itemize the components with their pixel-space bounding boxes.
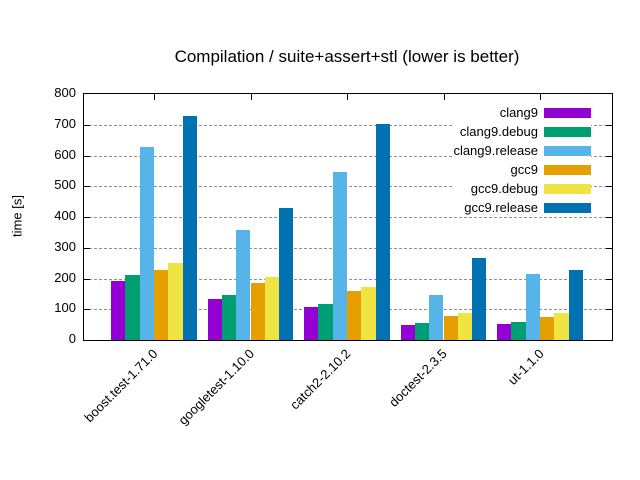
bar-gcc9-catch2-2.10.2 (347, 290, 362, 340)
gridline-y-300 (84, 247, 612, 249)
y-tick-left-400 (84, 217, 90, 218)
bar-clang9-boost.test-1.71.0 (111, 280, 126, 340)
x-tick-top (347, 94, 348, 100)
gridline-y-200 (84, 278, 612, 280)
bar-clang9-catch2-2.10.2 (304, 306, 319, 340)
y-tick-label-200: 200 (54, 269, 76, 285)
bar-clang9.release-doctest-2.3.5 (429, 295, 444, 340)
chart-title: Compilation / suite+assert+stl (lower is… (174, 47, 520, 66)
bar-gcc9.release-doctest-2.3.5 (472, 257, 487, 340)
y-tick-right-500 (606, 186, 612, 188)
y-tick-label-500: 500 (54, 177, 76, 193)
y-tick-left-500 (84, 186, 90, 188)
y-tick-left-700 (84, 124, 90, 126)
legend-label: clang9.release (453, 143, 538, 158)
y-tick-right-700 (606, 124, 612, 126)
bar-gcc9.debug-googletest-1.10.0 (264, 277, 280, 340)
bar-clang9-doctest-2.3.5 (400, 324, 415, 340)
bar-gcc9.debug-doctest-2.3.5 (457, 312, 473, 340)
y-tick-label-800: 800 (54, 85, 76, 100)
bar-clang9.debug-ut-1.1.0 (511, 322, 526, 340)
gridline-y-500 (84, 186, 612, 188)
y-tick-label-300: 300 (54, 238, 76, 254)
bar-clang9.release-ut-1.1.0 (525, 274, 540, 340)
y-tick-left-100 (84, 309, 90, 311)
x-tick-top (540, 94, 541, 100)
y-tick-label-0: 0 (68, 331, 76, 346)
bar-clang9.debug-googletest-1.10.0 (221, 294, 237, 340)
legend-row-gcc9.debug: gcc9.debug (453, 179, 591, 198)
bar-gcc9-doctest-2.3.5 (443, 316, 458, 340)
x-category-label-text: doctest-2.3.5 (386, 346, 451, 410)
legend-label: clang9 (499, 105, 538, 120)
legend-swatch (544, 164, 591, 175)
gridline-y-600 (84, 155, 612, 157)
legend-swatch (544, 202, 591, 213)
y-tick-right-600 (606, 155, 612, 157)
bar-gcc9.debug-boost.test-1.71.0 (168, 263, 183, 340)
y-axis-label: time [s] (9, 195, 25, 237)
y-tick-label-100: 100 (54, 300, 76, 316)
bar-gcc9.release-googletest-1.10.0 (279, 208, 294, 340)
x-category-label-text: ut-1.1.0 (504, 346, 547, 388)
y-tick-left-300 (84, 247, 90, 249)
bar-clang9.debug-boost.test-1.71.0 (125, 275, 140, 340)
legend-row-gcc9: gcc9 (453, 160, 591, 179)
bar-clang9.debug-catch2-2.10.2 (318, 304, 333, 340)
y-tick-label-400: 400 (54, 208, 76, 223)
gridline-y-700 (84, 124, 612, 126)
legend-label: clang9.debug (459, 124, 538, 139)
legend-swatch (544, 183, 591, 194)
x-tick-top (154, 94, 155, 100)
bar-gcc9.release-ut-1.1.0 (568, 269, 583, 340)
x-category-label-text: boost.test-1.71.0 (81, 346, 161, 426)
y-tick-left-600 (84, 155, 90, 157)
y-tick-label-600: 600 (54, 146, 76, 162)
bar-clang9-ut-1.1.0 (497, 324, 512, 340)
bar-clang9.release-googletest-1.10.0 (236, 229, 251, 340)
legend-label: gcc9 (510, 162, 538, 177)
bar-clang9.release-catch2-2.10.2 (332, 172, 347, 340)
y-tick-right-100 (606, 309, 612, 311)
legend-row-clang9.debug: clang9.debug (453, 122, 591, 141)
legend-row-clang9.release: clang9.release (453, 141, 591, 160)
gridline-y-400 (84, 217, 612, 218)
bar-clang9.release-boost.test-1.71.0 (139, 147, 154, 340)
bar-gcc9-ut-1.1.0 (540, 316, 555, 340)
x-category-label-text: catch2-2.10.2 (287, 346, 354, 413)
bar-clang9-googletest-1.10.0 (207, 299, 222, 340)
bar-gcc9.debug-catch2-2.10.2 (361, 287, 376, 340)
y-tick-label-700: 700 (54, 115, 76, 131)
legend-row-gcc9.release: gcc9.release (453, 198, 591, 217)
y-tick-right-400 (606, 217, 612, 218)
bar-clang9.debug-doctest-2.3.5 (414, 322, 430, 340)
x-tick-top (250, 94, 252, 100)
x-category-label-text: googletest-1.10.0 (175, 346, 258, 428)
y-tick-right-200 (606, 278, 612, 280)
legend-swatch (544, 107, 591, 118)
bar-gcc9.release-catch2-2.10.2 (375, 123, 390, 340)
legend-swatch (544, 126, 591, 137)
legend: clang9 clang9.debug clang9.release gcc9 gcc9… (453, 103, 591, 217)
y-tick-right-300 (606, 247, 612, 249)
legend-swatch (544, 145, 591, 156)
legend-label: gcc9.release (464, 200, 538, 215)
bar-gcc9.release-boost.test-1.71.0 (182, 115, 197, 340)
x-tick-top (443, 94, 445, 100)
legend-row-clang9: clang9 (453, 103, 591, 122)
bar-gcc9-googletest-1.10.0 (250, 283, 265, 340)
bar-gcc9.debug-ut-1.1.0 (554, 312, 569, 340)
bar-gcc9-boost.test-1.71.0 (154, 269, 169, 340)
y-tick-left-200 (84, 278, 90, 280)
legend-label: gcc9.debug (470, 181, 538, 196)
